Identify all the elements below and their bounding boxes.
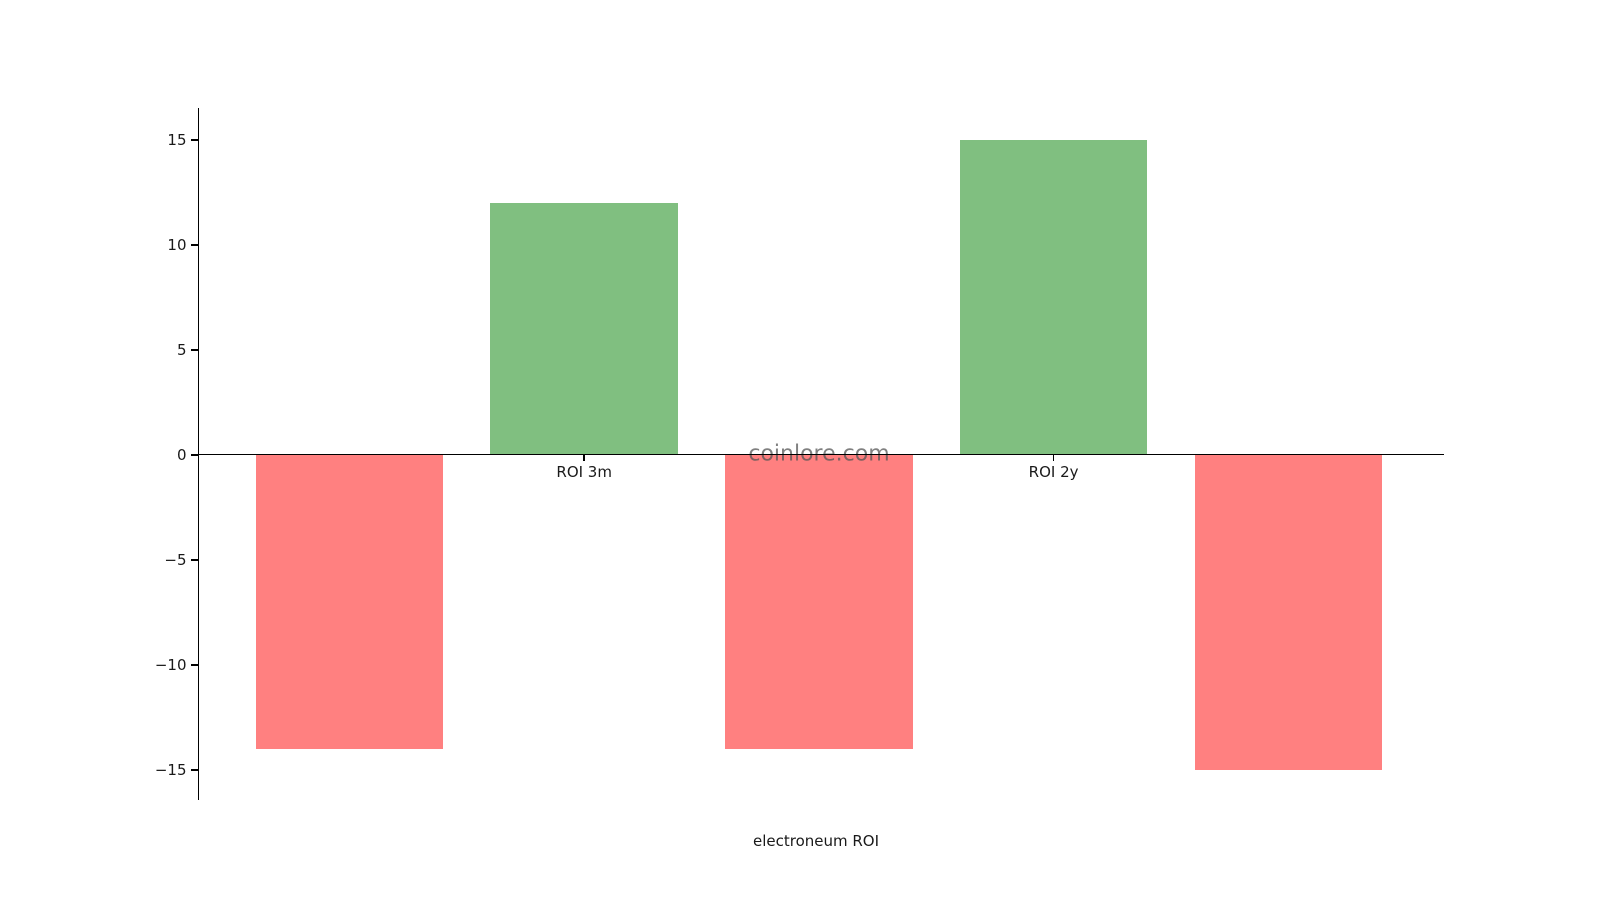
y-tick-mark bbox=[190, 664, 199, 666]
bar-negative-0 bbox=[255, 455, 444, 749]
bar-negative-4 bbox=[1194, 455, 1383, 770]
x-tick-mark bbox=[583, 455, 585, 461]
bar-roi-2y bbox=[959, 140, 1148, 455]
y-tick-mark bbox=[190, 769, 199, 771]
y-tick-label: 0 bbox=[176, 446, 187, 464]
y-tick-label: 5 bbox=[176, 341, 187, 359]
x-tick-mark bbox=[1052, 455, 1055, 461]
y-tick-mark bbox=[190, 139, 199, 141]
y-tick-label: −15 bbox=[154, 761, 187, 779]
y-tick-label: 15 bbox=[167, 131, 187, 149]
x-tick-label: ROI 2y bbox=[1028, 463, 1079, 481]
y-tick-label: −10 bbox=[154, 656, 187, 674]
y-tick-mark bbox=[190, 244, 199, 246]
y-tick-label: 10 bbox=[167, 236, 187, 254]
y-tick-mark bbox=[190, 559, 199, 561]
x-axis-title: electroneum ROI bbox=[752, 832, 880, 850]
y-tick-label: −5 bbox=[164, 551, 187, 569]
x-tick-label: ROI 3m bbox=[556, 463, 612, 481]
bar-negative-2 bbox=[725, 455, 913, 749]
y-tick-mark bbox=[190, 349, 199, 351]
bar-roi-3m bbox=[490, 203, 678, 455]
y-tick-mark bbox=[190, 454, 199, 456]
x-axis-zero-line bbox=[197, 453, 1444, 455]
